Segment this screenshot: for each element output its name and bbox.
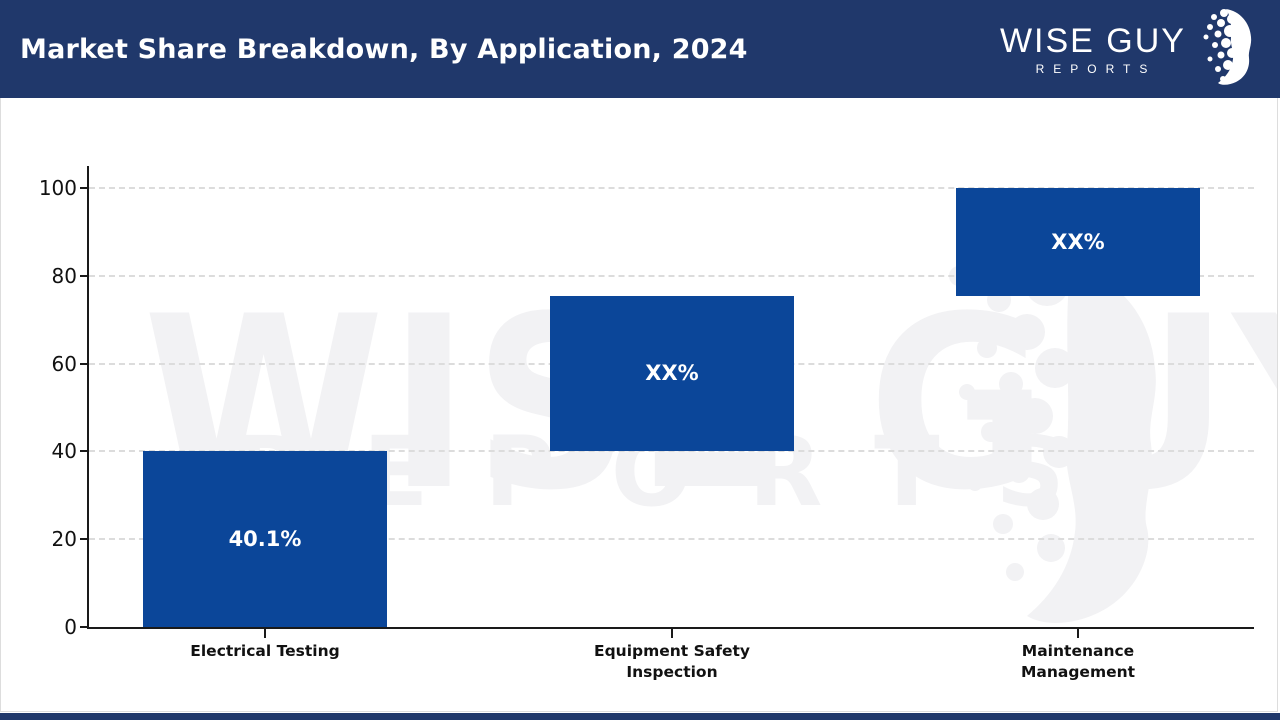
logo-subtitle: REPORTS bbox=[1035, 61, 1157, 76]
x-tick-mark bbox=[264, 629, 266, 638]
y-tick-mark bbox=[80, 187, 89, 189]
header: Market Share Breakdown, By Application, … bbox=[0, 0, 1280, 98]
y-tick-label: 40 bbox=[51, 439, 77, 464]
gridline-40 bbox=[89, 450, 1254, 453]
x-axis bbox=[87, 627, 1254, 629]
y-tick-label: 80 bbox=[51, 263, 77, 288]
logo-wordmark: WISE GUY bbox=[999, 21, 1186, 60]
bar bbox=[550, 295, 794, 451]
y-tick-mark bbox=[80, 538, 89, 541]
x-tick-mark bbox=[1077, 629, 1079, 638]
y-tick-label: 20 bbox=[51, 527, 77, 552]
y-axis bbox=[87, 166, 89, 629]
wiseguy-face-icon bbox=[1188, 7, 1254, 91]
wiseguy-logo-text: WISE GUY REPORTS bbox=[1000, 24, 1186, 75]
x-category-label: Maintenance Management bbox=[1020, 642, 1136, 681]
gridline-100 bbox=[89, 187, 1254, 189]
gridline-80 bbox=[89, 274, 1254, 277]
bar-value-label: 40.1% bbox=[228, 526, 302, 551]
x-category-label: Equipment Safety Inspection bbox=[593, 642, 751, 681]
y-tick-label: 100 bbox=[38, 176, 77, 200]
page-title: Market Share Breakdown, By Application, … bbox=[20, 33, 748, 65]
wiseguy-logo: WISE GUY REPORTS bbox=[1000, 7, 1254, 91]
y-tick-mark bbox=[80, 450, 89, 453]
y-tick-mark bbox=[80, 274, 89, 277]
gridline-20 bbox=[89, 538, 1254, 541]
y-tick-mark bbox=[80, 626, 89, 628]
y-tick-label: 0 bbox=[64, 615, 77, 639]
bar bbox=[956, 188, 1200, 296]
chart-card: WISE GUY REPORTS 02040608010040.1%Electr… bbox=[0, 98, 1278, 712]
x-category-label: Electrical Testing bbox=[190, 642, 340, 660]
bar bbox=[143, 450, 387, 627]
bar-value-label: XX% bbox=[1051, 229, 1105, 254]
footer-bar bbox=[0, 713, 1280, 720]
y-tick-label: 60 bbox=[51, 351, 77, 376]
y-tick-mark bbox=[80, 362, 89, 365]
bar-value-label: XX% bbox=[645, 361, 699, 386]
x-tick-mark bbox=[671, 629, 673, 638]
